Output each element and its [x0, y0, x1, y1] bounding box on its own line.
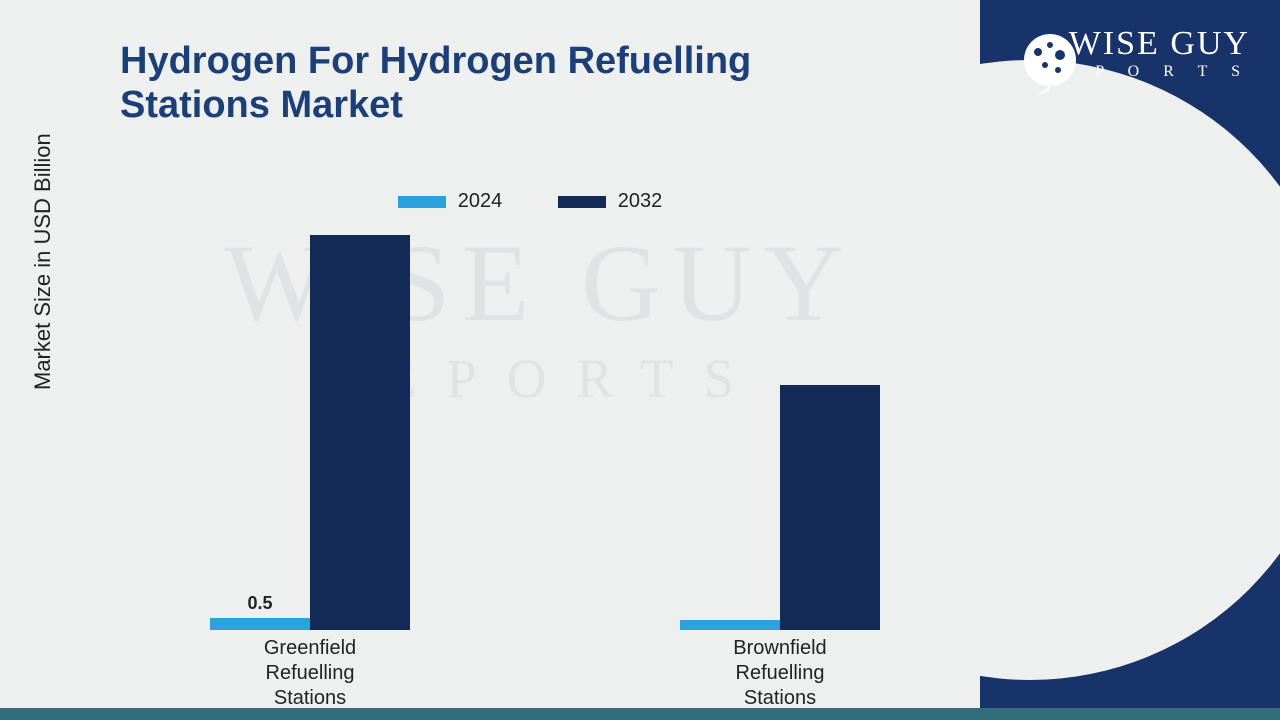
bar-value-label: 0.5: [210, 593, 310, 614]
bar: [680, 620, 780, 630]
y-axis-label: Market Size in USD Billion: [30, 133, 56, 390]
chart-area: 2024 2032 0.5GreenfieldRefuellingStation…: [140, 200, 920, 630]
plot-area: 0.5GreenfieldRefuellingStationsBrownfiel…: [140, 230, 920, 630]
infographic-canvas: WISE GUY R E P O R T S Hydrogen For Hydr…: [0, 0, 1280, 720]
legend-swatch-2032: [558, 196, 606, 208]
chart-title: Hydrogen For Hydrogen Refuelling Station…: [120, 40, 840, 127]
category-label: GreenfieldRefuellingStations: [200, 630, 420, 711]
category-label: BrownfieldRefuellingStations: [670, 630, 890, 711]
legend-item-2032: 2032: [558, 190, 663, 213]
logo-head-icon: [1020, 30, 1080, 100]
bar: [310, 235, 410, 630]
bottom-accent-band: [0, 708, 1280, 720]
bar: [780, 385, 880, 630]
legend: 2024 2032: [140, 190, 920, 214]
legend-swatch-2024: [398, 196, 446, 208]
legend-label-2032: 2032: [618, 190, 663, 213]
legend-item-2024: 2024: [398, 190, 503, 213]
legend-label-2024: 2024: [458, 190, 503, 213]
bar: [210, 618, 310, 630]
